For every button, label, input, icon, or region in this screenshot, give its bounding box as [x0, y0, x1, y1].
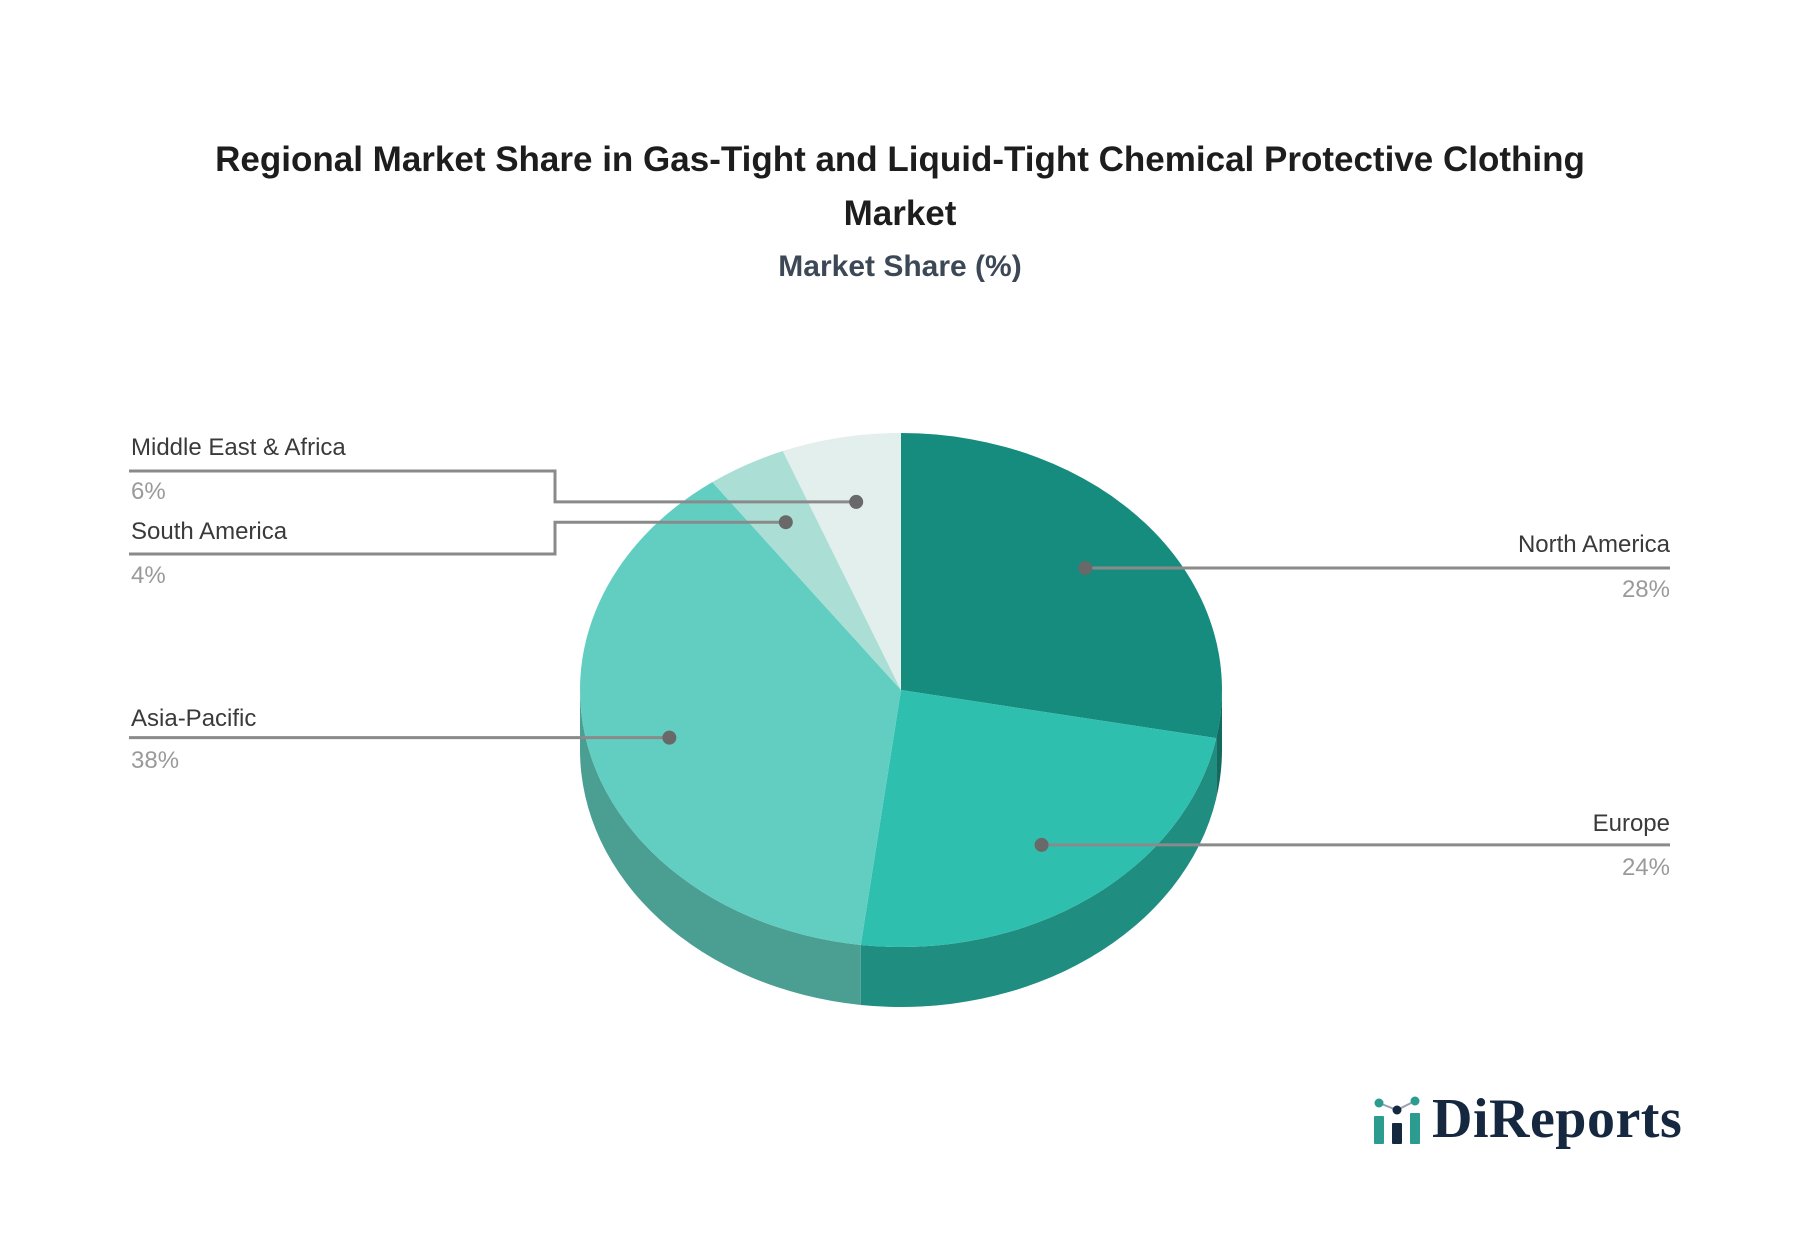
- label-north-america: North America: [1517, 531, 1670, 558]
- value-asia-pacific: 38%: [131, 747, 180, 774]
- value-north-america: 28%: [1621, 576, 1670, 603]
- bar-chart-icon: [1374, 1096, 1420, 1144]
- value-middle-east-africa: 6%: [131, 478, 166, 505]
- leader-dot-middle-east-africa: [849, 494, 864, 509]
- chart-title: Regional Market Share in Gas-Tight and L…: [0, 133, 1800, 241]
- pie-slice-north-america: [901, 433, 1222, 739]
- leader-dot-europe: [1034, 837, 1049, 852]
- leader-dot-asia-pacific: [662, 730, 677, 745]
- pie-side-europe: [860, 738, 1217, 1007]
- leader-line-south-america: [129, 520, 786, 556]
- label-asia-pacific: Asia-Pacific: [131, 705, 257, 732]
- label-south-america: South America: [131, 518, 288, 545]
- pie-slice-middle-east-africa: [782, 433, 901, 690]
- pie-slice-europe: [860, 690, 1217, 947]
- chart-title-line1: Regional Market Share in Gas-Tight and L…: [215, 140, 1585, 179]
- leader-dot-south-america: [778, 515, 793, 530]
- pie-side-north-america: [1216, 690, 1222, 799]
- label-europe: Europe: [1592, 810, 1670, 837]
- label-middle-east-africa: Middle East & Africa: [131, 434, 346, 461]
- value-europe: 24%: [1621, 854, 1670, 881]
- pie-slice-south-america: [712, 451, 901, 690]
- chart-subtitle: Market Share (%): [778, 250, 1022, 283]
- logo-text: DiReports: [1432, 1088, 1683, 1150]
- pie-slice-asia-pacific: [580, 482, 901, 945]
- leader-line-middle-east-africa: [129, 469, 857, 504]
- leader-dot-north-america: [1078, 560, 1093, 575]
- pie-side-asia-pacific: [580, 690, 861, 1005]
- chart-title-line2: Market: [843, 194, 957, 233]
- value-south-america: 4%: [131, 562, 166, 589]
- direports-logo: DiReports: [1372, 1086, 1682, 1152]
